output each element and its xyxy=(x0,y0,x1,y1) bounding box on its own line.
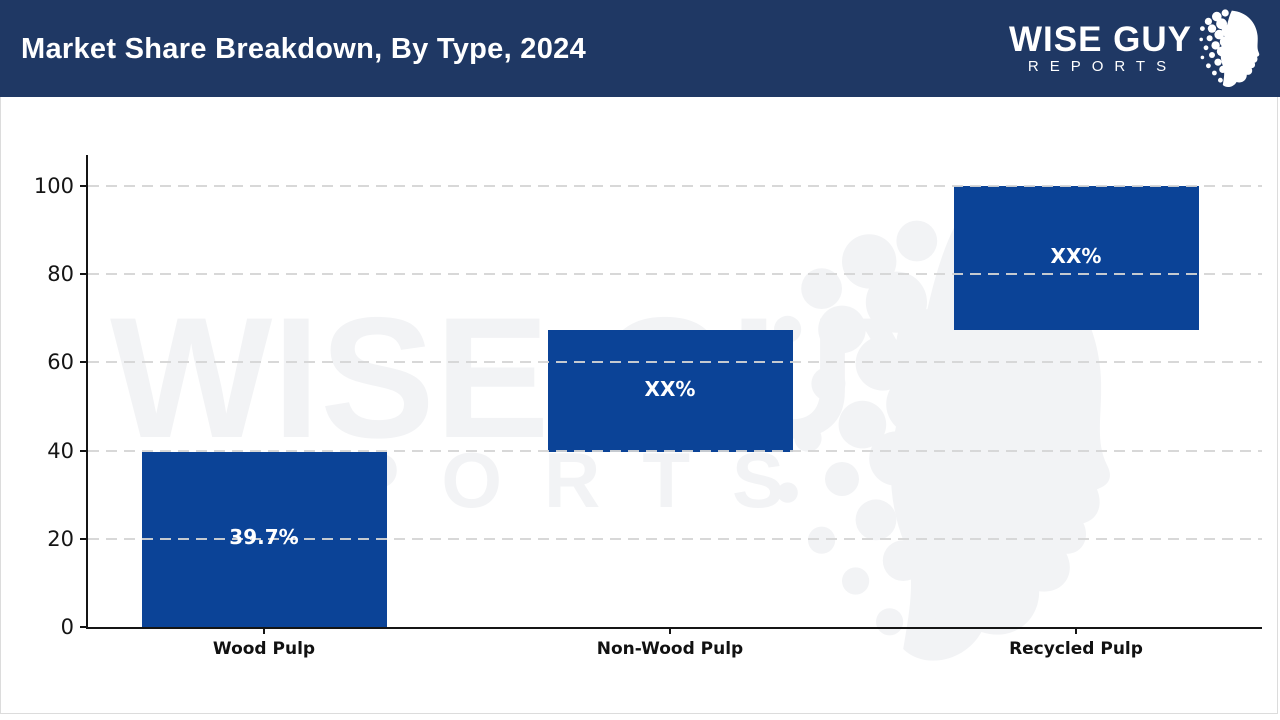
x-axis-label: Non-Wood Pulp xyxy=(596,639,744,659)
gridline-20 xyxy=(88,537,1262,540)
x-axis-line xyxy=(86,627,1262,629)
y-tick-label: 40 xyxy=(47,438,74,463)
logo-subtitle: REPORTS xyxy=(1027,58,1178,75)
logo-dotted-head-icon xyxy=(1199,9,1260,88)
bar-value-label: XX% xyxy=(644,377,696,402)
y-tick-mark xyxy=(80,449,88,452)
y-tick-mark xyxy=(80,626,88,628)
y-tick-label: 0 xyxy=(60,615,74,639)
x-axis-label: Recycled Pulp xyxy=(1009,639,1143,659)
y-tick-label: 60 xyxy=(47,350,74,375)
x-tick-mark xyxy=(263,627,265,634)
gridline-80 xyxy=(88,273,1262,276)
bar-non-wood-pulp xyxy=(547,330,793,452)
y-tick-mark xyxy=(80,273,88,276)
y-tick-mark xyxy=(80,537,88,540)
y-tick-mark xyxy=(80,185,88,187)
y-tick-mark xyxy=(80,361,88,364)
bar-value-label: XX% xyxy=(1050,244,1102,269)
x-axis-label: Wood Pulp xyxy=(212,639,316,659)
gridline-60 xyxy=(88,361,1262,364)
gridline-100 xyxy=(88,185,1262,187)
y-axis-line xyxy=(86,155,88,629)
x-tick-mark xyxy=(669,627,671,634)
chart-title: Market Share Breakdown, By Type, 2024 xyxy=(21,33,587,65)
header: Market Share Breakdown, By Type, 2024 WI… xyxy=(0,0,1280,97)
wiseguy-logo: WISE GUY REPORTS xyxy=(1009,6,1266,92)
y-tick-label: 100 xyxy=(33,174,74,198)
bar-value-label: 39.7% xyxy=(229,525,299,550)
y-tick-label: 80 xyxy=(47,262,74,287)
gridline-40 xyxy=(88,449,1262,452)
logo-text: WISE GUY REPORTS xyxy=(1009,22,1192,76)
y-tick-label: 20 xyxy=(47,526,74,551)
logo-wordmark: WISE GUY xyxy=(1008,20,1192,59)
